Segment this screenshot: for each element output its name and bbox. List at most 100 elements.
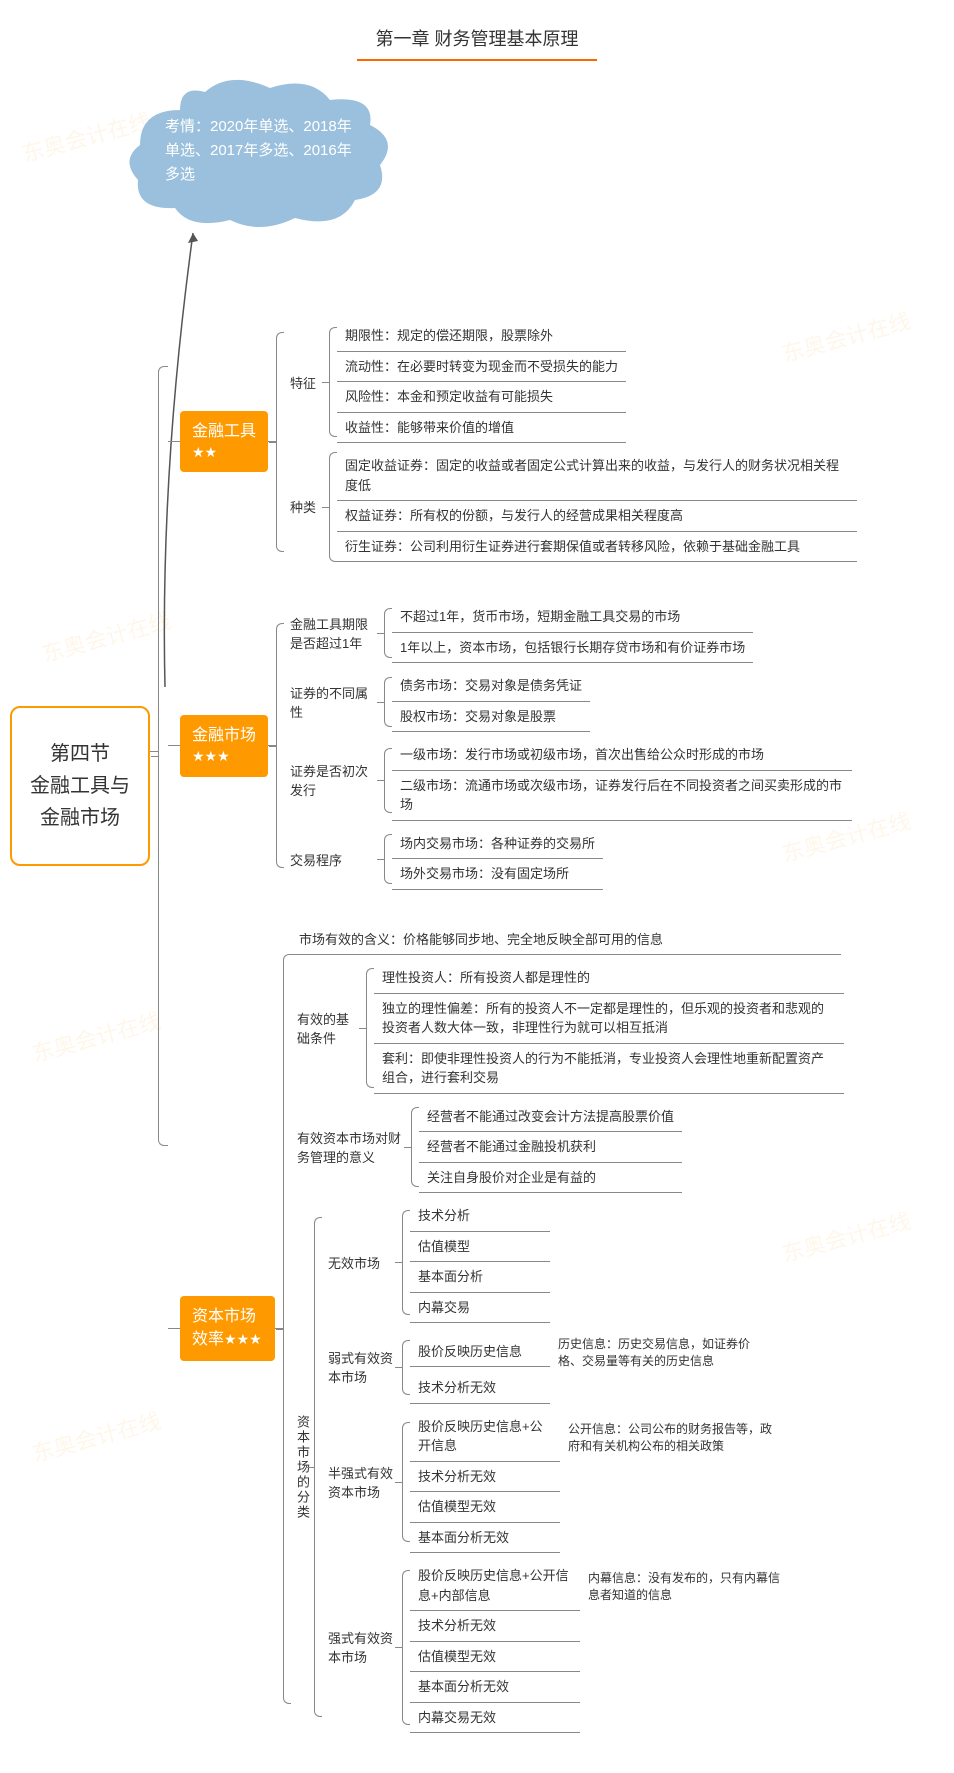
branch-efficiency: 资本市场效率★★★ 市场有效的含义：价格能够同步地、完全地反映全部可用的信息 有… [168,925,904,1734]
connector [168,441,180,442]
cloud-text: 考情：2020年单选、2018年单选、2017年多选、2016年多选 [165,115,360,187]
bracket [411,1107,419,1187]
leaf: 关注自身股价对企业是有益的 [419,1163,682,1194]
bracket [402,1210,410,1315]
group-conditions: 有效的基础条件 理性投资人：所有投资人都是理性的 独立的理性偏差：所有的投资人不… [291,963,904,1094]
leaf: 流动性：在必要时转变为现金而不受损失的能力 [337,352,626,383]
branch-tools: 金融工具 ★★ 特征 期限性：规定的偿还期限，股票除外 流动性：在必要时转变为现… [168,321,904,562]
leaf: 二级市场：流通市场或次级市场，证券发行后在不同投资者之间买卖形成的市场 [392,771,852,821]
sub-invalid: 无效市场 技术分析 估值模型 基本面分析 内幕交易 [322,1201,790,1323]
group-issue: 证券是否初次发行 一级市场：发行市场或初级市场，首次出售给公众时形成的市场 二级… [284,740,852,821]
group-classification: 资本市场的分类 无效市场 技术分析 估值模型 基本面分析 内幕交易 [291,1201,904,1733]
leaf: 一级市场：发行市场或初级市场，首次出售给公众时形成的市场 [392,740,852,771]
node-stars: ★★★ [192,747,256,767]
connector [150,751,158,752]
leaf: 1年以上，资本市场，包括银行长期存贷市场和有价证券市场 [392,633,753,664]
label-issue: 证券是否初次发行 [284,756,384,804]
bracket [402,1570,410,1725]
leaf: 股权市场：交易对象是股票 [392,702,590,733]
node-market: 金融市场 ★★★ [180,715,268,777]
node-tools: 金融工具 ★★ [180,411,268,473]
leaf: 套利：即使非理性投资人的行为不能抵消，专业投资人会理性地重新配置资产组合，进行套… [374,1044,844,1094]
node-stars: ★★ [192,443,256,463]
mindmap: 第四节 金融工具与 金融市场 金融工具 ★★ 特征 期限性：规定的偿还期限，股票… [10,321,944,1733]
leaf: 估值模型 [410,1232,550,1263]
leaf: 股价反映历史信息+公开信息 [410,1412,560,1462]
node-title: 金融工具 [192,421,256,443]
leaf: 技术分析无效 [410,1611,580,1642]
label-attr: 证券的不同属性 [284,678,384,726]
leaf: 经营者不能通过改变会计方法提高股票价值 [419,1102,682,1133]
bracket [314,1217,322,1717]
leaf: 股价反映历史信息+公开信息+内部信息 [410,1561,580,1611]
leaf: 内幕交易 [410,1293,550,1324]
leaf: 收益性：能够带来价值的增值 [337,413,626,444]
group-meaning: 有效资本市场对财务管理的意义 经营者不能通过改变会计方法提高股票价值 经营者不能… [291,1102,904,1194]
leaf: 衍生证券：公司利用衍生证券进行套期保值或者转移风险，依赖于基础金融工具 [337,532,857,563]
bracket [384,834,392,884]
bracket [283,954,291,1704]
leaf: 期限性：规定的偿还期限，股票除外 [337,321,626,352]
sub-weak: 弱式有效资本市场 股价反映历史信息 历史信息：历史交易信息，如证券价格、交易量等… [322,1331,790,1404]
leaf: 权益证券：所有权的份额，与发行人的经营成果相关程度高 [337,501,857,532]
leaf-top: 市场有效的含义：价格能够同步地、完全地反映全部可用的信息 [291,925,841,956]
sublabel: 弱式有效资本市场 [322,1343,402,1391]
leaf: 风险性：本金和预定收益有可能损失 [337,382,626,413]
sublabel: 强式有效资本市场 [322,1623,402,1671]
bracket [402,1422,410,1542]
leaf: 独立的理性偏差：所有的投资人不一定都是理性的，但乐观的投资者和悲观的投资者人数大… [374,994,844,1044]
root-line3: 金融市场 [30,802,130,834]
root-line2: 金融工具与 [30,770,130,802]
bracket [402,1340,410,1395]
leaf: 固定收益证券：固定的收益或者固定公式计算出来的收益，与发行人的财务状况相关程度低 [337,451,857,501]
sub-semistrong: 半强式有效资本市场 股价反映历史信息+公开信息 公开信息：公司公布的财务报告等，… [322,1412,790,1554]
label-proc: 交易程序 [284,845,384,874]
sub-strong: 强式有效资本市场 股价反映历史信息+公开信息+内部信息 内幕信息：没有发布的，只… [322,1561,790,1733]
group-attr: 证券的不同属性 债务市场：交易对象是债务凭证 股权市场：交易对象是股票 [284,671,852,732]
bracket [276,623,284,868]
exam-cloud: 考情：2020年单选、2018年单选、2017年多选、2016年多选 [120,70,400,230]
leaf: 基本面分析无效 [410,1672,580,1703]
leaf: 基本面分析无效 [410,1523,560,1554]
leaf: 技术分析无效 [410,1373,550,1404]
leaf: 经营者不能通过金融投机获利 [419,1132,682,1163]
note: 历史信息：历史交易信息，如证券价格、交易量等有关的历史信息 [550,1331,780,1373]
leaf: 基本面分析 [410,1262,550,1293]
leaf: 技术分析无效 [410,1462,560,1493]
group-proc: 交易程序 场内交易市场：各种证券的交易所 场外交易市场：没有固定场所 [284,829,852,890]
leaf: 估值模型无效 [410,1642,580,1673]
leaf: 理性投资人：所有投资人都是理性的 [374,963,844,994]
bracket [329,327,337,437]
node-title: 金融市场 [192,725,256,747]
root-node: 第四节 金融工具与 金融市场 [10,706,150,866]
leaf: 技术分析 [410,1201,550,1232]
node-stars: ★★★ [224,1331,262,1347]
label-meaning: 有效资本市场对财务管理的意义 [291,1123,411,1171]
label-conditions: 有效的基础条件 [291,1004,366,1052]
leaf: 债务市场：交易对象是债务凭证 [392,671,590,702]
leaf: 股价反映历史信息 [410,1337,550,1368]
group-term: 金融工具期限是否超过1年 不超过1年，货币市场，短期金融工具交易的市场 1年以上… [284,602,852,663]
sublabel: 半强式有效资本市场 [322,1458,402,1506]
group-types: 种类 固定收益证券：固定的收益或者固定公式计算出来的收益，与发行人的财务状况相关… [284,451,857,562]
sublabel: 无效市场 [322,1248,402,1277]
leaf: 内幕交易无效 [410,1703,580,1734]
note: 公开信息：公司公布的财务报告等，政府和有关机构公布的相关政策 [560,1416,790,1458]
leaf: 场外交易市场：没有固定场所 [392,859,603,890]
bracket [276,332,284,552]
bracket [329,452,337,562]
root-bracket [158,366,168,1146]
bracket [366,968,374,1088]
connector [168,1328,180,1329]
leaf: 场内交易市场：各种证券的交易所 [392,829,603,860]
leaf: 不超过1年，货币市场，短期金融工具交易的市场 [392,602,753,633]
leaf: 估值模型无效 [410,1492,560,1523]
note: 内幕信息：没有发布的，只有内幕信息者知道的信息 [580,1565,790,1607]
root-line1: 第四节 [30,738,130,770]
node-efficiency: 资本市场效率★★★ [180,1296,275,1361]
group-features: 特征 期限性：规定的偿还期限，股票除外 流动性：在必要时转变为现金而不受损失的能… [284,321,857,443]
label-term: 金融工具期限是否超过1年 [284,609,384,657]
bracket [384,608,392,658]
connector [168,745,180,746]
page-title: 第一章 财务管理基本原理 [357,20,597,61]
